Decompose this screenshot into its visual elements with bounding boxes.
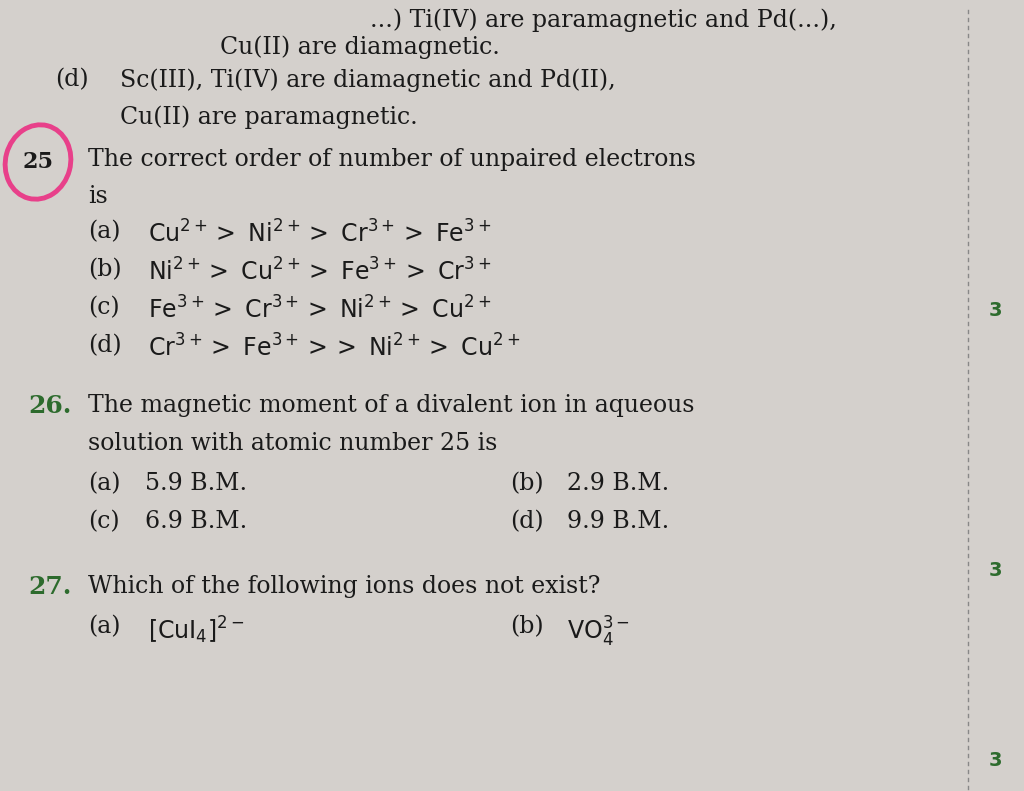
Text: 2.9 B.M.: 2.9 B.M.	[567, 472, 670, 495]
Text: (a): (a)	[88, 220, 121, 243]
Text: 5.9 B.M.: 5.9 B.M.	[145, 472, 247, 495]
Text: Which of the following ions does not exist?: Which of the following ions does not exi…	[88, 575, 600, 598]
Text: $\mathregular{Cr^{3+}}>\ \mathregular{Fe^{3+}}>>\ \mathregular{Ni^{2+}}>\ \mathr: $\mathregular{Cr^{3+}}>\ \mathregular{Fe…	[148, 334, 520, 361]
Text: solution with atomic number 25 is: solution with atomic number 25 is	[88, 432, 498, 455]
Text: (a): (a)	[88, 472, 121, 495]
Text: 3: 3	[988, 561, 1001, 580]
Text: 25: 25	[23, 151, 53, 173]
Text: (c): (c)	[88, 296, 120, 319]
Text: 3: 3	[988, 301, 1001, 320]
Text: 6.9 B.M.: 6.9 B.M.	[145, 510, 247, 533]
Text: is: is	[88, 185, 108, 208]
Text: Cu(II) are paramagnetic.: Cu(II) are paramagnetic.	[120, 105, 418, 128]
Text: Cu(II) are diamagnetic.: Cu(II) are diamagnetic.	[220, 35, 500, 59]
Text: $\mathregular{Fe^{3+}}>\ \mathregular{Cr^{3+}}>\ \mathregular{Ni^{2+}}>\ \mathre: $\mathregular{Fe^{3+}}>\ \mathregular{Cr…	[148, 296, 492, 324]
Text: ...) Ti(IV) are paramagnetic and Pd(...),: ...) Ti(IV) are paramagnetic and Pd(...)…	[370, 8, 837, 32]
Text: (b): (b)	[510, 472, 544, 495]
Text: $\mathregular{VO_4^{3-}}$: $\mathregular{VO_4^{3-}}$	[567, 615, 630, 649]
Text: 26.: 26.	[28, 394, 72, 418]
Text: (d): (d)	[55, 68, 89, 91]
Text: $\mathregular{Cu^{2+}}>\ \mathregular{Ni^{2+}}>\ \mathregular{Cr^{3+}}>\ \mathre: $\mathregular{Cu^{2+}}>\ \mathregular{Ni…	[148, 220, 492, 248]
Text: 27.: 27.	[28, 575, 72, 599]
Text: 9.9 B.M.: 9.9 B.M.	[567, 510, 670, 533]
Text: (d): (d)	[510, 510, 544, 533]
Text: (b): (b)	[510, 615, 544, 638]
Text: (d): (d)	[88, 334, 122, 357]
Text: $\mathregular{Ni^{2+}}>\ \mathregular{Cu^{2+}}>\ \mathregular{Fe^{3+}}>\ \mathre: $\mathregular{Ni^{2+}}>\ \mathregular{Cu…	[148, 258, 492, 286]
Text: Sc(III), Ti(IV) are diamagnetic and Pd(II),: Sc(III), Ti(IV) are diamagnetic and Pd(I…	[120, 68, 615, 92]
Text: 3: 3	[988, 751, 1001, 770]
Text: The magnetic moment of a divalent ion in aqueous: The magnetic moment of a divalent ion in…	[88, 394, 694, 417]
Text: (b): (b)	[88, 258, 122, 281]
Text: (c): (c)	[88, 510, 120, 533]
Text: The correct order of number of unpaired electrons: The correct order of number of unpaired …	[88, 148, 696, 171]
Text: $[\mathregular{CuI_4}]^{2-}$: $[\mathregular{CuI_4}]^{2-}$	[148, 615, 245, 646]
Text: (a): (a)	[88, 615, 121, 638]
